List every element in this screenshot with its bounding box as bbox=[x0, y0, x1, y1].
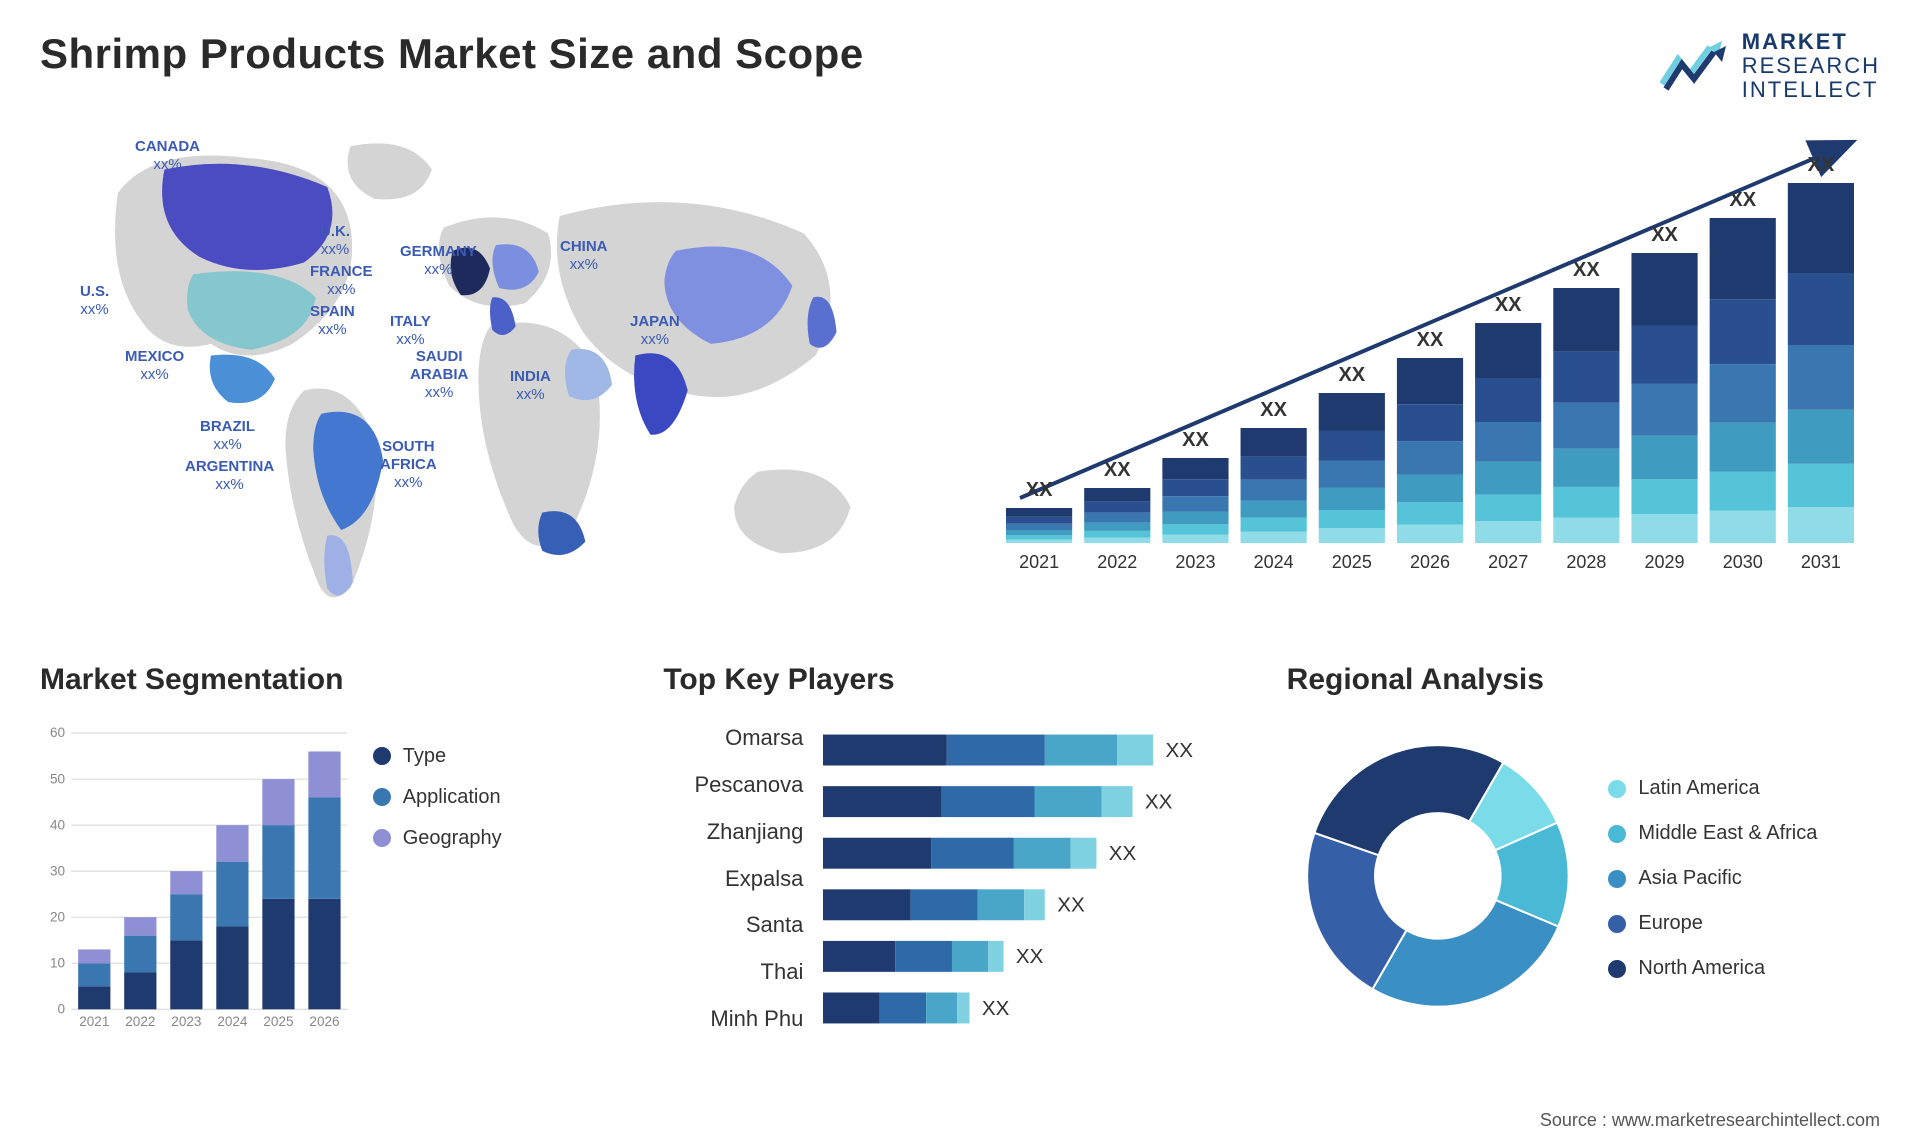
svg-text:2024: 2024 bbox=[217, 1014, 248, 1029]
player-name: Omarsa bbox=[663, 725, 803, 751]
svg-text:30: 30 bbox=[50, 863, 65, 878]
logo-line-1: MARKET bbox=[1742, 30, 1880, 54]
legend-item: Application bbox=[373, 786, 634, 809]
svg-text:2022: 2022 bbox=[1097, 552, 1137, 572]
svg-text:XX: XX bbox=[1573, 259, 1600, 281]
svg-text:40: 40 bbox=[50, 817, 65, 832]
svg-text:2028: 2028 bbox=[1566, 552, 1606, 572]
svg-text:60: 60 bbox=[50, 725, 65, 740]
world-map-panel: CANADAxx% U.S.xx% MEXICOxx% BRAZILxx% ARGENT… bbox=[40, 123, 940, 623]
svg-text:XX: XX bbox=[1651, 224, 1678, 246]
svg-text:10: 10 bbox=[50, 955, 65, 970]
legend-item: Type bbox=[373, 745, 634, 768]
map-label: CANADAxx% bbox=[135, 138, 200, 174]
map-label: U.S.xx% bbox=[80, 283, 109, 319]
players-title: Top Key Players bbox=[663, 663, 1256, 697]
svg-text:20: 20 bbox=[50, 909, 65, 924]
regional-panel: Regional Analysis Latin America Middle Ea… bbox=[1287, 663, 1880, 1043]
player-name: Thai bbox=[663, 959, 803, 985]
map-label: SOUTHAFRICAxx% bbox=[380, 438, 437, 492]
map-label: SAUDIARABIAxx% bbox=[410, 348, 468, 402]
player-name: Minh Phu bbox=[663, 1006, 803, 1032]
svg-text:2031: 2031 bbox=[1801, 552, 1841, 572]
svg-text:2021: 2021 bbox=[1019, 552, 1059, 572]
segmentation-legend: Type Application Geography bbox=[373, 715, 634, 1043]
map-label: SPAINxx% bbox=[310, 303, 355, 339]
svg-text:2026: 2026 bbox=[309, 1014, 339, 1029]
players-panel: Top Key Players Omarsa Pescanova Zhanjiang… bbox=[663, 663, 1256, 1043]
segmentation-chart: 0 10 20 30 40 50 60 2021 2022 2023 2024 2025 2026 bbox=[40, 715, 353, 1043]
legend-item: Middle East & Africa bbox=[1608, 822, 1880, 845]
svg-text:XX: XX bbox=[982, 996, 1010, 1019]
logo-line-2: RESEARCH bbox=[1742, 54, 1880, 78]
svg-text:XX: XX bbox=[1166, 738, 1194, 761]
legend-item: Asia Pacific bbox=[1608, 867, 1880, 890]
svg-text:2027: 2027 bbox=[1488, 552, 1528, 572]
player-name: Santa bbox=[663, 912, 803, 938]
svg-text:XX: XX bbox=[1026, 479, 1053, 501]
map-label: JAPANxx% bbox=[630, 313, 680, 349]
map-label: INDIAxx% bbox=[510, 368, 551, 404]
svg-text:XX: XX bbox=[1104, 459, 1131, 481]
regional-legend: Latin America Middle East & Africa Asia Pa… bbox=[1608, 777, 1880, 980]
legend-item: Geography bbox=[373, 827, 634, 850]
svg-text:XX: XX bbox=[1016, 945, 1044, 968]
map-label: MEXICOxx% bbox=[125, 348, 184, 384]
source-attribution: Source : www.marketresearchintellect.com bbox=[1540, 1110, 1880, 1131]
logo-icon bbox=[1660, 39, 1730, 94]
svg-text:2025: 2025 bbox=[1332, 552, 1372, 572]
players-bar-chart: XX XX XX XX XX XX bbox=[823, 715, 1256, 1043]
growth-chart-panel: XX 2021 XX 2022 XX 2023 XX 2024 XX 2025 XX 2026 XX 20… bbox=[980, 123, 1880, 623]
map-label: BRAZILxx% bbox=[200, 418, 255, 454]
brand-logo: MARKET RESEARCH INTELLECT bbox=[1660, 30, 1880, 103]
segmentation-panel: Market Segmentation 0 10 20 30 40 50 60 2021 202… bbox=[40, 663, 633, 1043]
svg-text:XX: XX bbox=[1495, 294, 1522, 316]
svg-text:XX: XX bbox=[1109, 842, 1137, 865]
segmentation-title: Market Segmentation bbox=[40, 663, 633, 697]
legend-item: Latin America bbox=[1608, 777, 1880, 800]
players-name-list: Omarsa Pescanova Zhanjiang Expalsa Santa Thai… bbox=[663, 715, 803, 1043]
regional-donut-chart bbox=[1287, 725, 1589, 1027]
svg-text:0: 0 bbox=[57, 1001, 65, 1016]
player-name: Zhanjiang bbox=[663, 819, 803, 845]
map-label: GERMANYxx% bbox=[400, 243, 477, 279]
player-name: Pescanova bbox=[663, 772, 803, 798]
legend-item: Europe bbox=[1608, 912, 1880, 935]
svg-text:2024: 2024 bbox=[1254, 552, 1294, 572]
map-label: FRANCExx% bbox=[310, 263, 373, 299]
regional-title: Regional Analysis bbox=[1287, 663, 1880, 697]
svg-text:XX: XX bbox=[1808, 154, 1835, 176]
map-label: CHINAxx% bbox=[560, 238, 608, 274]
map-label: ITALYxx% bbox=[390, 313, 431, 349]
svg-text:2023: 2023 bbox=[1175, 552, 1215, 572]
svg-text:XX: XX bbox=[1058, 893, 1086, 916]
growth-bar-chart: XX 2021 XX 2022 XX 2023 XX 2024 XX 2025 XX 2026 XX 20… bbox=[980, 123, 1880, 583]
svg-text:XX: XX bbox=[1145, 790, 1173, 813]
svg-text:50: 50 bbox=[50, 771, 65, 786]
svg-text:XX: XX bbox=[1729, 189, 1756, 211]
svg-text:2021: 2021 bbox=[79, 1014, 109, 1029]
map-label: ARGENTINAxx% bbox=[185, 458, 274, 494]
svg-text:2029: 2029 bbox=[1645, 552, 1685, 572]
svg-text:XX: XX bbox=[1338, 364, 1365, 386]
svg-text:2030: 2030 bbox=[1723, 552, 1763, 572]
legend-item: North America bbox=[1608, 957, 1880, 980]
map-label: U.K.xx% bbox=[320, 223, 350, 259]
svg-text:2022: 2022 bbox=[125, 1014, 155, 1029]
svg-text:XX: XX bbox=[1417, 329, 1444, 351]
logo-line-3: INTELLECT bbox=[1742, 78, 1880, 102]
svg-text:2023: 2023 bbox=[171, 1014, 201, 1029]
page-title: Shrimp Products Market Size and Scope bbox=[40, 30, 864, 78]
svg-text:2026: 2026 bbox=[1410, 552, 1450, 572]
svg-text:2025: 2025 bbox=[263, 1014, 293, 1029]
svg-text:XX: XX bbox=[1182, 429, 1209, 451]
player-name: Expalsa bbox=[663, 866, 803, 892]
svg-text:XX: XX bbox=[1260, 399, 1287, 421]
